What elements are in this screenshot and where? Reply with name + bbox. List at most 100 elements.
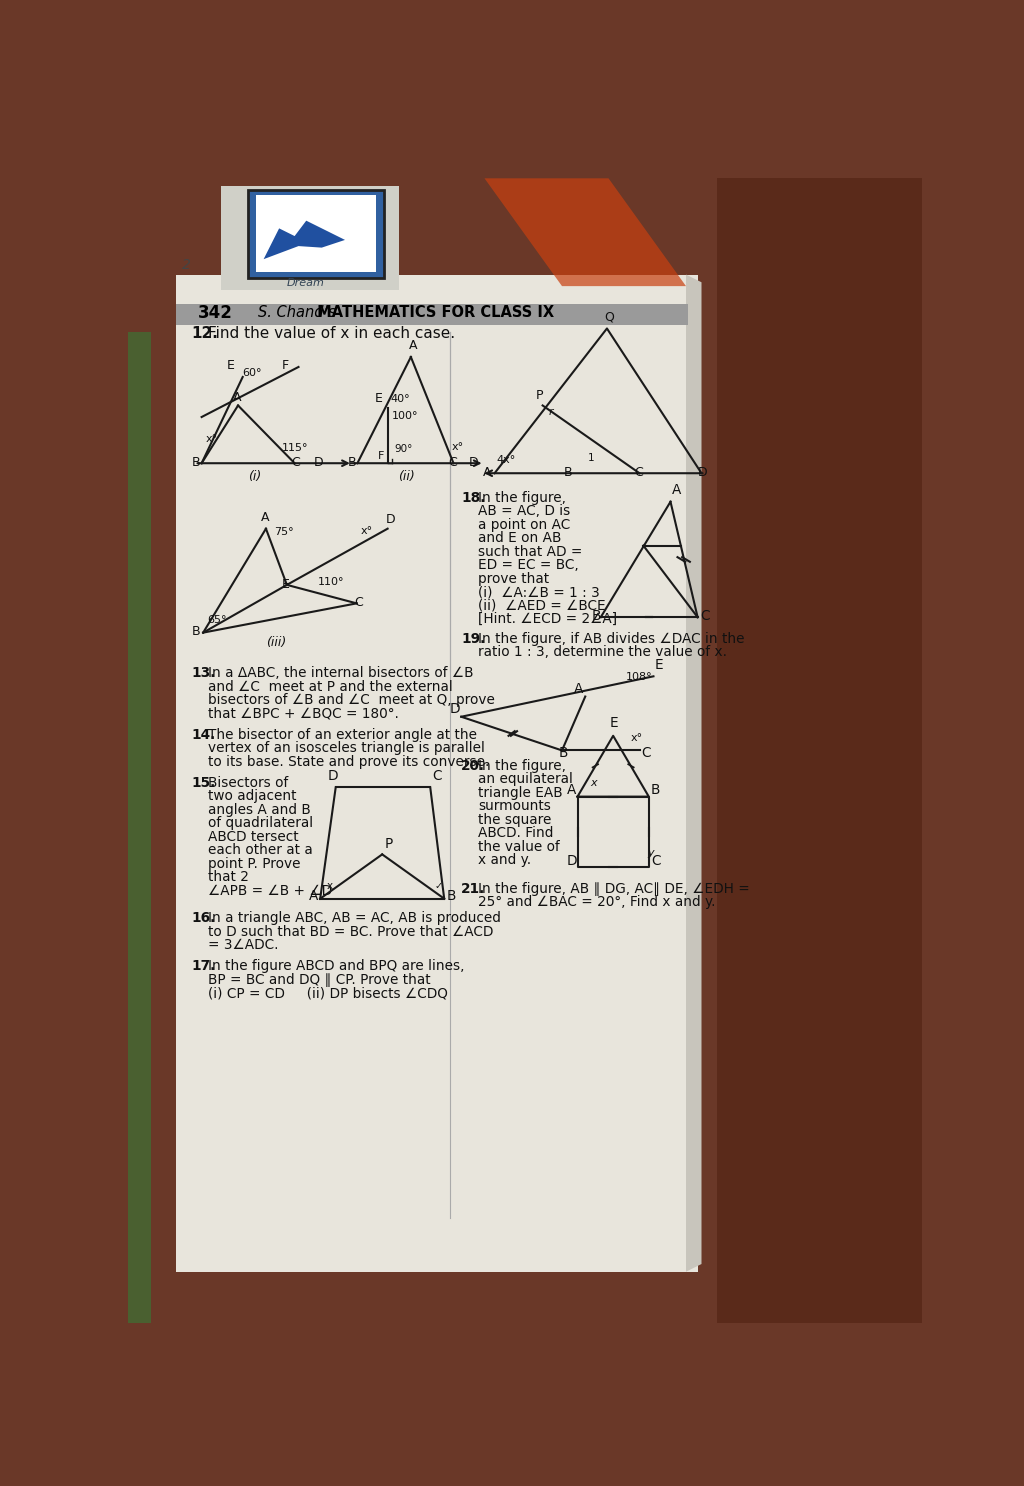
Polygon shape [176,275,697,1272]
Text: ✓: ✓ [435,881,443,892]
Text: 75°: 75° [273,528,293,536]
Text: [Hint. ∠ECD = 2∠A]: [Hint. ∠ECD = 2∠A] [478,612,617,626]
Text: C: C [700,609,710,623]
Text: C: C [651,854,660,868]
Text: A: A [566,783,577,798]
Text: 110°: 110° [317,577,344,587]
Text: Bisectors of: Bisectors of [208,776,288,791]
Text: A: A [308,889,317,903]
Text: A: A [409,339,417,352]
Text: B: B [446,889,456,903]
Text: C: C [291,456,299,470]
Text: In the figure ABCD and BPQ are lines,: In the figure ABCD and BPQ are lines, [208,960,464,973]
Text: x: x [327,881,333,892]
Text: C: C [634,467,643,480]
Text: 90°: 90° [394,444,413,453]
Text: P: P [385,837,393,851]
Text: 17.: 17. [191,960,216,973]
Text: B: B [592,609,601,623]
Text: In a ΔABC, the internal bisectors of ∠B: In a ΔABC, the internal bisectors of ∠B [208,666,473,681]
Bar [176,303,687,325]
Text: vertex of an isosceles triangle is parallel: vertex of an isosceles triangle is paral… [208,742,484,755]
Text: (ii)  ∠AED = ∠BCE: (ii) ∠AED = ∠BCE [478,599,606,612]
Polygon shape [717,178,922,1323]
Text: MATHEMATICS FOR CLASS IX: MATHEMATICS FOR CLASS IX [311,305,554,319]
Text: 108°: 108° [627,672,653,682]
Text: B: B [348,456,356,470]
Text: 21.: 21. [461,881,485,896]
Text: ED = EC = BC,: ED = EC = BC, [478,559,579,572]
Text: In the figure,: In the figure, [478,490,566,505]
Text: surmounts: surmounts [478,799,551,813]
Text: 2: 2 [182,259,191,272]
Text: 40°: 40° [390,394,410,404]
Text: 13.: 13. [191,666,216,681]
Text: 65°: 65° [207,615,226,626]
Text: a point on AC: a point on AC [478,517,570,532]
Polygon shape [686,275,701,1272]
Text: D: D [328,768,339,783]
Text: AB = AC, D is: AB = AC, D is [478,504,570,519]
Text: F: F [282,360,289,373]
Text: (iii): (iii) [266,636,286,649]
Polygon shape [128,333,152,1323]
Text: y: y [647,849,654,857]
Text: C: C [432,768,442,783]
Text: of quadrilateral: of quadrilateral [208,816,313,831]
Text: the square: the square [478,813,552,826]
Text: C: C [354,596,364,609]
Text: (i) CP = CD     (ii) DP bisects ∠CDQ: (i) CP = CD (ii) DP bisects ∠CDQ [208,987,447,1000]
Text: bisectors of ∠B and ∠C  meet at Q, prove: bisectors of ∠B and ∠C meet at Q, prove [208,694,495,707]
Text: x°: x° [452,443,464,452]
Text: r: r [549,407,553,418]
Text: P: P [536,389,543,403]
Text: D: D [697,467,708,480]
Text: In a triangle ABC, AB = AC, AB is produced: In a triangle ABC, AB = AC, AB is produc… [208,911,501,926]
Text: In the figure, AB ∥ DG, AC∥ DE, ∠EDH =: In the figure, AB ∥ DG, AC∥ DE, ∠EDH = [478,881,750,896]
Polygon shape [256,195,376,272]
Text: 342: 342 [198,303,232,321]
Text: A: A [233,391,242,404]
Text: x°: x° [360,526,373,536]
Text: 20.: 20. [461,759,485,773]
Text: B: B [651,783,660,798]
Text: (i): (i) [248,470,261,483]
Text: to D such that BD = BC. Prove that ∠ACD: to D such that BD = BC. Prove that ∠ACD [208,924,494,939]
Polygon shape [248,190,384,278]
Text: D: D [566,854,578,868]
Text: C: C [449,456,457,470]
Text: E: E [609,716,617,730]
Text: 115°: 115° [282,443,308,453]
Text: 100°: 100° [391,412,418,422]
Text: A: A [672,483,681,496]
Text: Dream: Dream [287,278,325,288]
Text: D: D [385,513,395,526]
Polygon shape [263,220,345,259]
Text: 12.: 12. [191,327,218,342]
Text: triangle EAB: triangle EAB [478,786,563,799]
Text: point P. Prove: point P. Prove [208,857,300,871]
Text: ratio 1 : 3, determine the value of x.: ratio 1 : 3, determine the value of x. [478,645,727,660]
Text: an equilateral: an equilateral [478,773,573,786]
Text: E: E [655,658,664,672]
Text: that ∠BPC + ∠BQC = 180°.: that ∠BPC + ∠BQC = 180°. [208,707,398,721]
Text: that 2: that 2 [208,871,249,884]
Text: (ii): (ii) [397,470,415,483]
Text: 4x°: 4x° [496,455,515,465]
Text: A: A [261,511,269,525]
Text: each other at a: each other at a [208,844,312,857]
Text: B: B [191,456,200,470]
Text: A: A [573,682,583,695]
Text: ABCD. Find: ABCD. Find [478,826,554,840]
Text: A: A [483,467,492,480]
Text: 18.: 18. [461,490,485,505]
Text: and ∠C  meet at P and the external: and ∠C meet at P and the external [208,679,453,694]
Text: D: D [469,456,478,470]
Text: to its base. State and prove its converse.: to its base. State and prove its convers… [208,755,489,768]
Text: x°: x° [630,733,642,743]
Text: D: D [450,701,460,716]
Text: two adjacent: two adjacent [208,789,296,804]
Text: the value of: the value of [478,840,560,853]
Polygon shape [221,186,399,290]
Text: x°: x° [206,434,218,444]
